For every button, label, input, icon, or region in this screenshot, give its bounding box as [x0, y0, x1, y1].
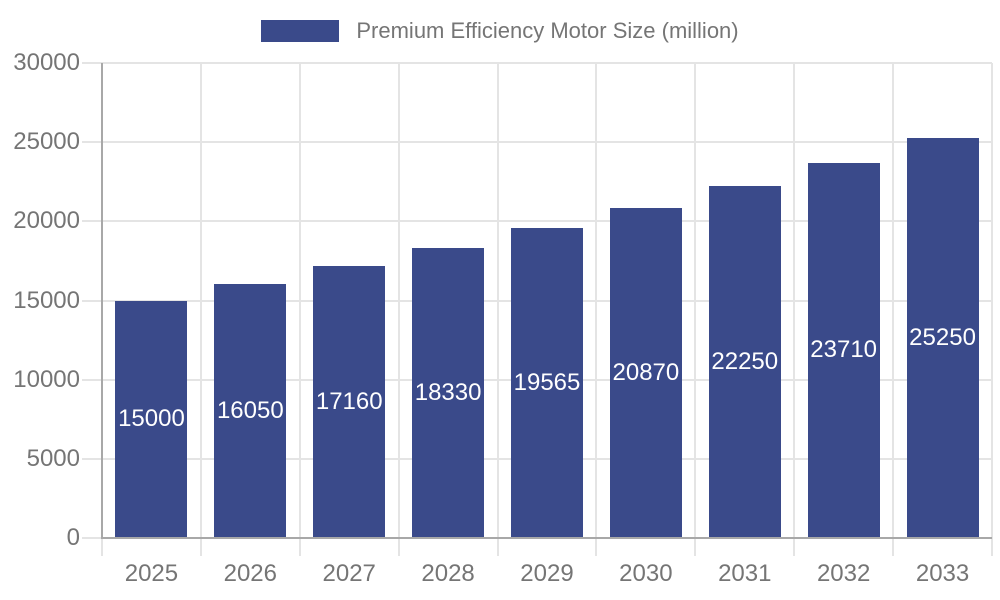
- bar-value-label: 23710: [810, 336, 878, 364]
- bar-value-label: 22250: [711, 347, 779, 375]
- gridline-vertical: [199, 63, 202, 538]
- x-axis-tick: [298, 538, 301, 556]
- x-axis-tick: [199, 538, 202, 556]
- x-axis-tick: [496, 538, 499, 556]
- x-tick-label: 2026: [223, 560, 277, 587]
- bar: [807, 162, 880, 538]
- y-axis-tick: [82, 457, 102, 460]
- x-tick-label: 2025: [124, 560, 179, 587]
- x-tick-label: 2033: [915, 560, 970, 587]
- x-axis-tick: [101, 538, 103, 556]
- y-axis-tick: [82, 220, 102, 223]
- bar: [511, 228, 583, 538]
- bar-value-label: 19565: [513, 369, 581, 397]
- y-axis-tick: [82, 141, 102, 144]
- y-tick-label: 0: [66, 524, 80, 551]
- bar-value-label: 15000: [118, 405, 185, 433]
- bar: [609, 207, 682, 538]
- y-tick-label: 10000: [13, 365, 80, 393]
- gridline-vertical: [496, 63, 499, 538]
- gridline-vertical: [991, 63, 993, 538]
- x-tick-label: 2032: [816, 560, 871, 587]
- x-axis-tick: [892, 538, 895, 556]
- y-axis-tick: [82, 537, 102, 539]
- gridline-vertical: [892, 63, 895, 538]
- bar-value-label: 16050: [216, 396, 284, 424]
- x-tick-label: 2031: [718, 560, 772, 587]
- x-axis-tick: [595, 538, 598, 556]
- x-tick-label: 2028: [421, 560, 475, 587]
- y-axis-tick: [82, 299, 102, 302]
- legend-swatch: [261, 20, 340, 42]
- y-axis-line: [101, 63, 103, 539]
- plot-area: 15000 16050 17160 18330 19565 20870 22250 23710…: [102, 62, 993, 538]
- bar: [708, 185, 781, 538]
- bar: [115, 300, 188, 538]
- gridline-vertical: [397, 63, 400, 538]
- bar: [412, 247, 485, 538]
- bar: [906, 138, 979, 538]
- gridline-vertical: [694, 63, 697, 538]
- x-axis-line: [101, 537, 992, 539]
- y-tick-label: 15000: [13, 286, 80, 314]
- bar-value-label: 18330: [414, 378, 482, 406]
- x-tick-label: 2027: [322, 560, 376, 587]
- bar: [313, 266, 386, 538]
- y-tick-label: 25000: [13, 128, 80, 156]
- y-tick-label: 5000: [26, 444, 80, 472]
- x-axis-tick: [694, 538, 697, 556]
- y-tick-label: 20000: [13, 207, 80, 235]
- bar-value-label: 20870: [612, 358, 680, 386]
- bar-value-label: 25250: [909, 324, 976, 352]
- legend-label: Premium Efficiency Motor Size (million): [356, 18, 739, 43]
- gridline-horizontal: [102, 141, 992, 144]
- gridline-horizontal: [102, 62, 992, 64]
- bar-value-label: 17160: [315, 388, 383, 416]
- gridline-horizontal: [102, 220, 992, 223]
- y-axis-tick: [82, 62, 102, 64]
- gridline-vertical: [793, 63, 796, 538]
- x-axis-tick: [793, 538, 796, 556]
- x-axis-tick: [397, 538, 400, 556]
- x-tick-label: 2030: [619, 560, 673, 587]
- bar: [214, 283, 287, 538]
- y-tick-label: 30000: [13, 49, 80, 76]
- x-tick-label: 2029: [520, 560, 574, 587]
- y-axis-tick: [82, 378, 102, 381]
- gridline-vertical: [298, 63, 301, 538]
- x-axis-tick: [991, 538, 993, 556]
- gridline-vertical: [595, 63, 598, 538]
- chart-legend: Premium Efficiency Motor Size (million): [0, 18, 1000, 44]
